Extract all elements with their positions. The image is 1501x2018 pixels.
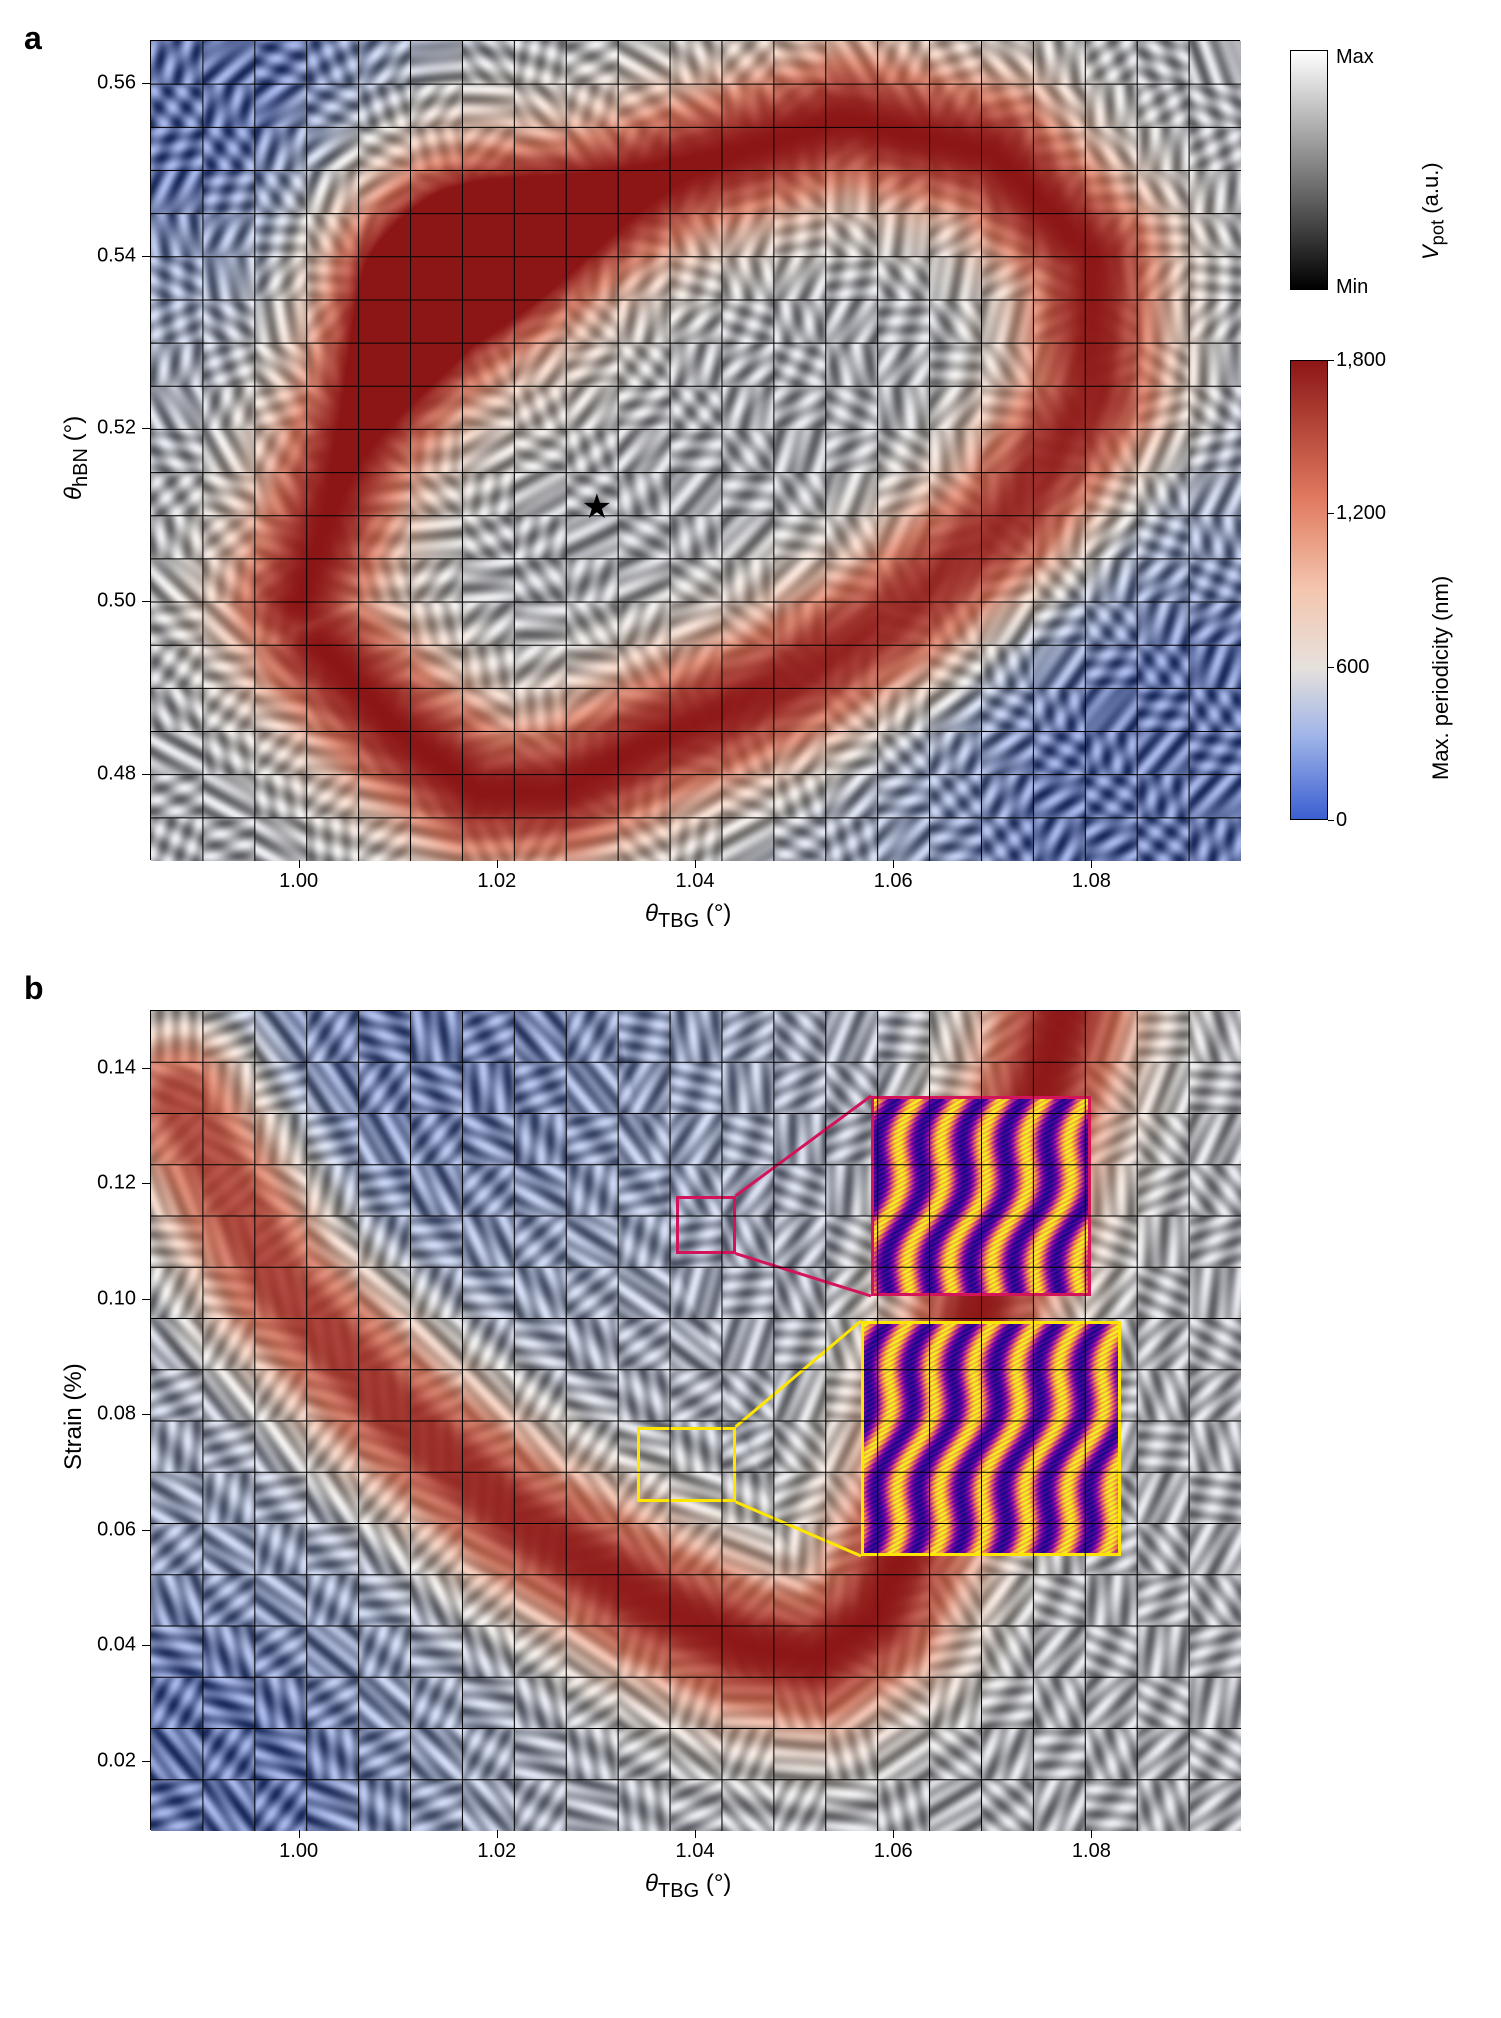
colorbar-vpot-max: Max [1336, 46, 1374, 69]
ytick: 0.08 [97, 1403, 136, 1426]
panel-b-label: b [24, 970, 44, 1007]
panel-a-plot: ★ [150, 40, 1240, 860]
colorbar-periodicity-tick: 0 [1336, 809, 1347, 832]
panel-b-plot [150, 1010, 1240, 1830]
ytick: 0.50 [97, 590, 136, 613]
colorbar-periodicity [1290, 360, 1328, 820]
ytick: 0.48 [97, 762, 136, 785]
panel-b-ylabel: Strain (%) [60, 1363, 88, 1470]
colorbar-periodicity-tick: 600 [1336, 656, 1369, 679]
colorbar-vpot [1290, 50, 1328, 290]
xtick: 1.08 [1072, 870, 1111, 893]
ytick: 0.10 [97, 1287, 136, 1310]
cell-grid [151, 41, 1241, 861]
ytick: 0.02 [97, 1749, 136, 1772]
colorbar-periodicity-title: Max. periodicity (nm) [1428, 576, 1454, 780]
xtick: 1.04 [676, 870, 715, 893]
panel-a-ylabel: θhBN (°) [60, 416, 93, 500]
colorbar-vpot-title: Vpot (a.u.) [1418, 162, 1448, 260]
colorbar-periodicity-tick: 1,800 [1336, 349, 1386, 372]
ytick: 0.06 [97, 1518, 136, 1541]
xtick: 1.08 [1072, 1840, 1111, 1863]
panel-a-label: a [24, 20, 42, 57]
ytick: 0.14 [97, 1056, 136, 1079]
colorbar-periodicity-tick: 1,200 [1336, 502, 1386, 525]
xtick: 1.00 [279, 1840, 318, 1863]
xtick: 1.04 [676, 1840, 715, 1863]
colorbar-vpot-min: Min [1336, 276, 1368, 299]
ytick: 0.54 [97, 244, 136, 267]
panel-b-xlabel: θTBG (°) [645, 1870, 731, 1903]
xtick: 1.06 [874, 1840, 913, 1863]
cell-grid [151, 1011, 1241, 1831]
ytick: 0.52 [97, 417, 136, 440]
xtick: 1.02 [477, 870, 516, 893]
xtick: 1.02 [477, 1840, 516, 1863]
xtick: 1.06 [874, 870, 913, 893]
ytick: 0.04 [97, 1634, 136, 1657]
xtick: 1.00 [279, 870, 318, 893]
ytick: 0.12 [97, 1172, 136, 1195]
panel-a-xlabel: θTBG (°) [645, 900, 731, 933]
ytick: 0.56 [97, 72, 136, 95]
